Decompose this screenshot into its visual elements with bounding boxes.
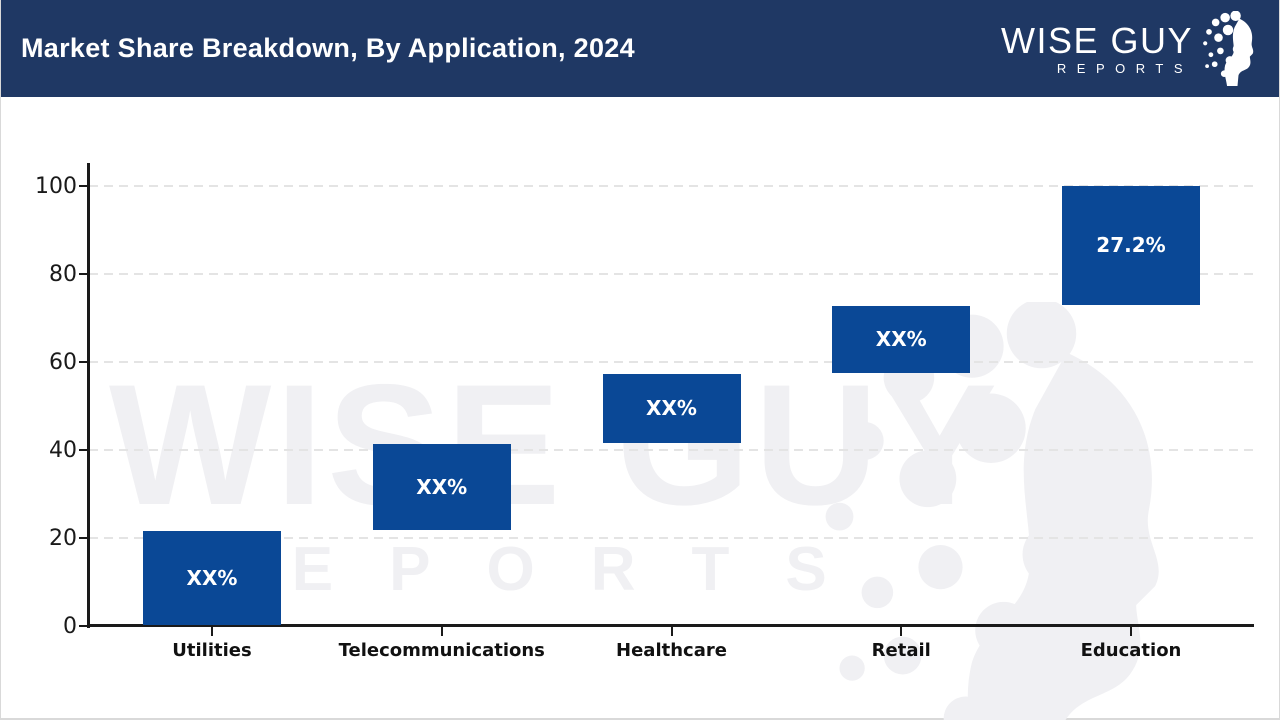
category-label-utilities: Utilities: [172, 640, 252, 661]
x-tick-healthcare: [670, 627, 673, 636]
category-label-healthcare: Healthcare: [616, 640, 727, 661]
bar-label-retail: XX%: [875, 327, 927, 352]
y-tick-label-20: 20: [49, 526, 77, 551]
y-tick-80: [79, 273, 89, 275]
bar-retail: XX%: [832, 305, 971, 373]
x-tick-telecommunications: [440, 627, 443, 636]
gridline-40: [89, 449, 1254, 451]
y-tick-label-100: 100: [35, 174, 77, 199]
x-tick-education: [1130, 627, 1132, 636]
watermark-subtext: REPORTS: [191, 535, 883, 604]
bar-education: 27.2%: [1062, 186, 1200, 305]
y-tick-label-40: 40: [49, 438, 77, 463]
gridline-80: [89, 273, 1254, 275]
gridline-60: [89, 361, 1254, 363]
category-label-retail: Retail: [871, 640, 931, 661]
gridline-20: [89, 537, 1254, 539]
y-tick-100: [79, 185, 89, 187]
bar-label-utilities: XX%: [186, 565, 238, 590]
bar-label-healthcare: XX%: [646, 396, 697, 421]
watermark-head-icon: [825, 302, 1159, 720]
brand-head-icon: [1203, 10, 1254, 86]
y-axis-line: [87, 163, 90, 628]
brand-name: WISE GUY: [1000, 19, 1193, 61]
y-tick-40: [79, 449, 89, 451]
x-axis-line: [87, 624, 1254, 627]
waterfall-chart: 0 20 40 60 80 100 XX% Utilities XX% Telecommunica…: [1, 97, 1279, 718]
brand-logo: WISE GUY REPORTS: [1000, 10, 1257, 87]
y-tick-0: [79, 625, 89, 627]
bar-healthcare: XX%: [602, 373, 741, 443]
gridline-100: [89, 185, 1254, 187]
brand-text: WISE GUY REPORTS: [1000, 19, 1193, 76]
y-tick-label-0: 0: [63, 614, 77, 639]
category-label-telecommunications: Telecommunications: [338, 640, 545, 661]
x-tick-retail: [900, 627, 903, 636]
bar-label-education: 27.2%: [1096, 233, 1166, 258]
x-tick-utilities: [211, 627, 213, 636]
bar-utilities: XX%: [143, 530, 281, 625]
y-tick-label-60: 60: [49, 350, 77, 375]
y-tick-60: [79, 361, 89, 363]
header: Market Share Breakdown, By Application, …: [1, 0, 1279, 97]
chart-area: WISE GUY REPORTS 0 20 40 60 80 100 XX% Utilitie…: [1, 97, 1279, 720]
category-label-education: Education: [1080, 640, 1182, 661]
y-tick-20: [79, 537, 89, 539]
bar-telecommunications: XX%: [372, 443, 511, 530]
brand-sub: REPORTS: [1056, 60, 1193, 76]
y-tick-label-80: 80: [49, 262, 77, 287]
bar-label-telecommunications: XX%: [416, 474, 468, 499]
page-title: Market Share Breakdown, By Application, …: [21, 33, 635, 63]
